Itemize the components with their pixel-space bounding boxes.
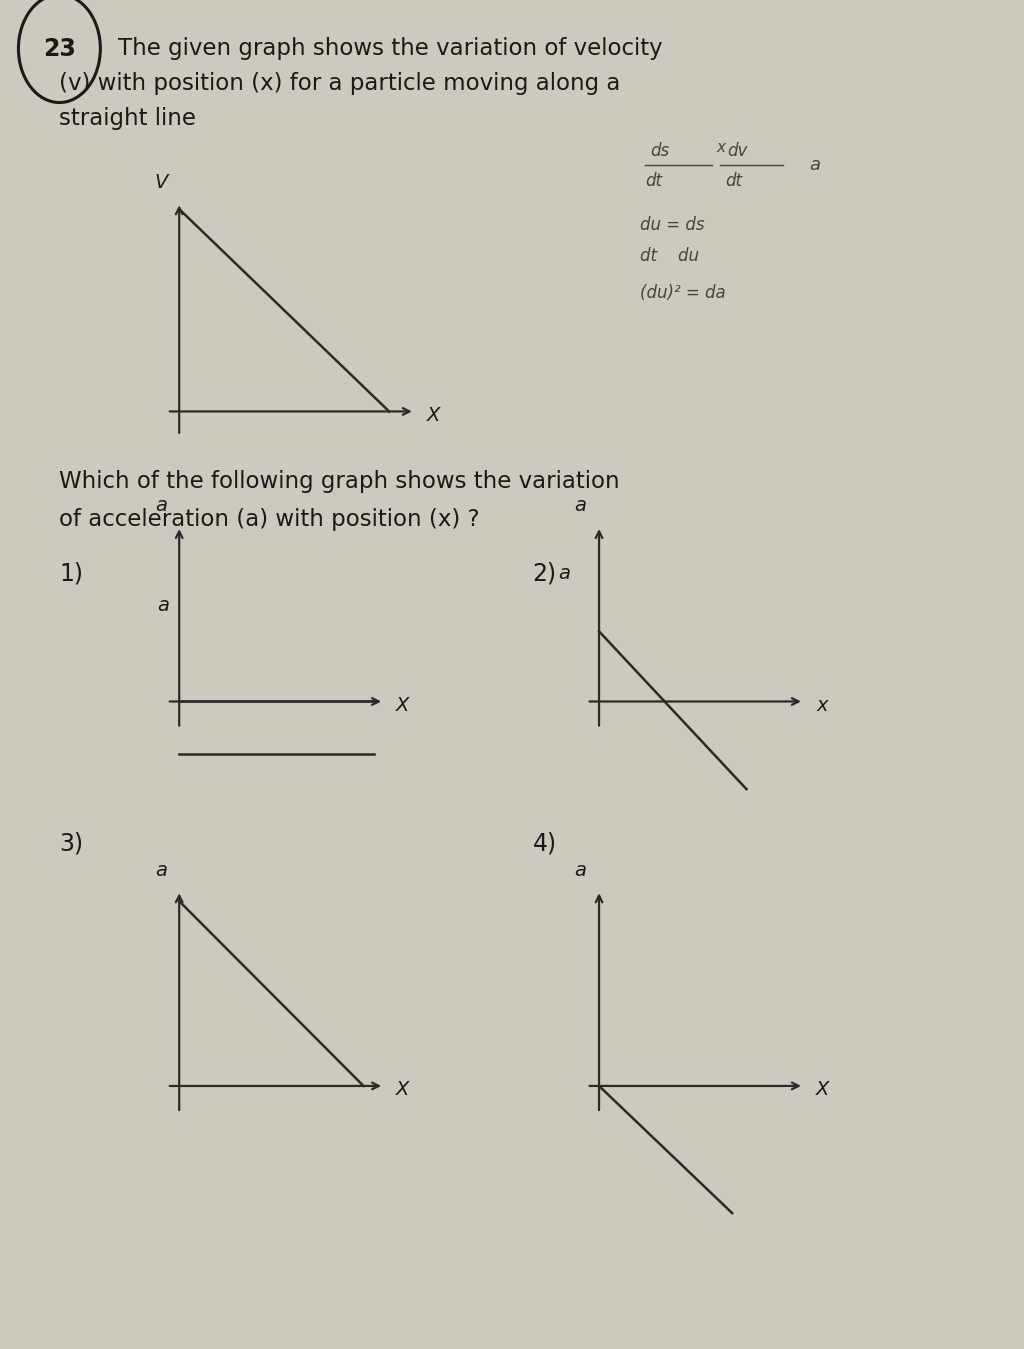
Text: 1): 1) <box>59 561 83 585</box>
Text: a: a <box>809 155 820 174</box>
Text: The given graph shows the variation of velocity: The given graph shows the variation of v… <box>118 36 663 61</box>
Text: dt    du: dt du <box>640 247 699 266</box>
Text: dt: dt <box>725 171 742 190</box>
Text: a: a <box>157 595 169 615</box>
Text: X: X <box>427 406 440 425</box>
Text: 4): 4) <box>532 831 557 855</box>
Text: a: a <box>574 496 587 515</box>
Text: a: a <box>574 861 587 880</box>
Text: a: a <box>558 564 570 583</box>
Text: a: a <box>155 861 167 880</box>
Text: x: x <box>816 696 827 715</box>
Text: dv: dv <box>727 142 748 161</box>
Text: 23: 23 <box>43 36 76 61</box>
Text: V: V <box>154 173 168 192</box>
Text: X: X <box>396 696 410 715</box>
Text: ds: ds <box>650 142 670 161</box>
Text: X: X <box>816 1081 829 1099</box>
Text: of acceleration (a) with position (x) ?: of acceleration (a) with position (x) ? <box>59 507 480 532</box>
Text: (v) with position (x) for a particle moving along a: (v) with position (x) for a particle mov… <box>59 71 621 96</box>
Text: 3): 3) <box>59 831 84 855</box>
Text: dt: dt <box>645 171 663 190</box>
Text: X: X <box>396 1081 410 1099</box>
Text: a: a <box>155 496 167 515</box>
Text: (du)² = da: (du)² = da <box>640 283 726 302</box>
Text: x: x <box>717 139 726 155</box>
Text: du = ds: du = ds <box>640 216 705 235</box>
Text: 2): 2) <box>532 561 557 585</box>
Text: Which of the following graph shows the variation: Which of the following graph shows the v… <box>59 469 620 494</box>
Text: straight line: straight line <box>59 107 197 131</box>
